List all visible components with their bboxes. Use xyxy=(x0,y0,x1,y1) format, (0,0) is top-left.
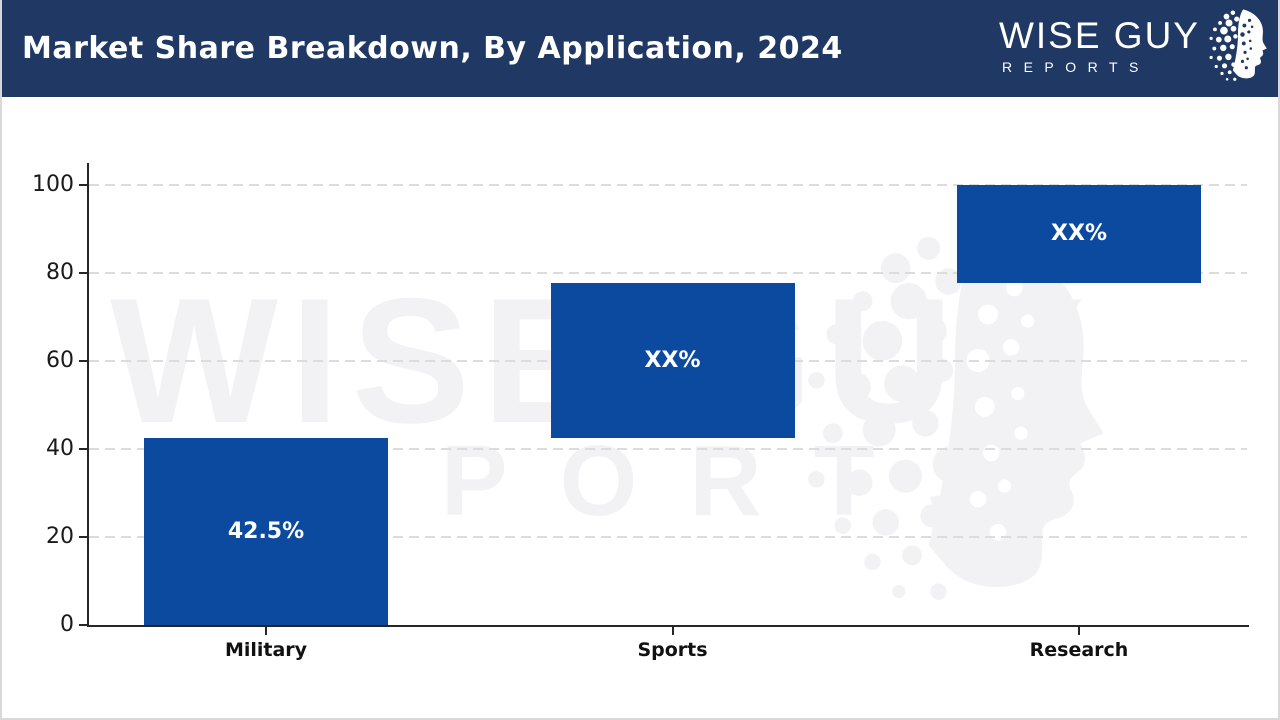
logo-subtext: REPORTS xyxy=(1001,58,1150,75)
bar-sports: XX% xyxy=(550,282,795,438)
x-tick-label: Research xyxy=(1029,639,1129,661)
logo-text: WISE GUY REPORTS xyxy=(998,15,1200,75)
gridline xyxy=(89,184,1247,186)
header-bar: Market Share Breakdown, By Application, … xyxy=(2,0,1278,97)
wiseguy-face-icon xyxy=(1206,7,1270,85)
gridline xyxy=(89,448,1247,450)
bar-value-label: 42.5% xyxy=(227,519,305,544)
y-tick-label: 0 xyxy=(60,612,74,637)
y-tick-label: 80 xyxy=(46,260,74,285)
y-tick-label: 60 xyxy=(46,348,74,373)
x-tick-mark xyxy=(265,627,267,635)
y-tick-label: 40 xyxy=(46,436,74,461)
bar-value-label: XX% xyxy=(644,347,701,373)
x-tick-label: Sports xyxy=(637,639,708,661)
gridline xyxy=(89,272,1247,274)
gridline xyxy=(89,536,1247,538)
x-axis-line xyxy=(87,625,1249,627)
x-tick-label: Military xyxy=(224,639,308,661)
y-tick-mark xyxy=(79,360,87,362)
x-tick-mark xyxy=(671,627,674,635)
y-tick-label: 100 xyxy=(32,172,74,197)
bar-military: 42.5% xyxy=(144,438,388,625)
bar-research: XX% xyxy=(957,185,1201,283)
y-tick-mark xyxy=(79,536,87,538)
y-tick-mark xyxy=(79,448,87,450)
x-tick-mark xyxy=(1078,627,1080,635)
logo-wordmark: WISE GUY xyxy=(998,15,1200,57)
bar-value-label: XX% xyxy=(1051,221,1107,247)
page-title: Market Share Breakdown, By Application, … xyxy=(22,31,843,66)
wiseguy-logo: WISE GUY REPORTS xyxy=(999,7,1270,85)
y-tick-mark xyxy=(79,184,87,186)
y-tick-mark xyxy=(79,624,87,626)
y-tick-mark xyxy=(79,272,87,274)
y-tick-label: 20 xyxy=(46,524,74,549)
y-axis-line xyxy=(87,163,89,627)
